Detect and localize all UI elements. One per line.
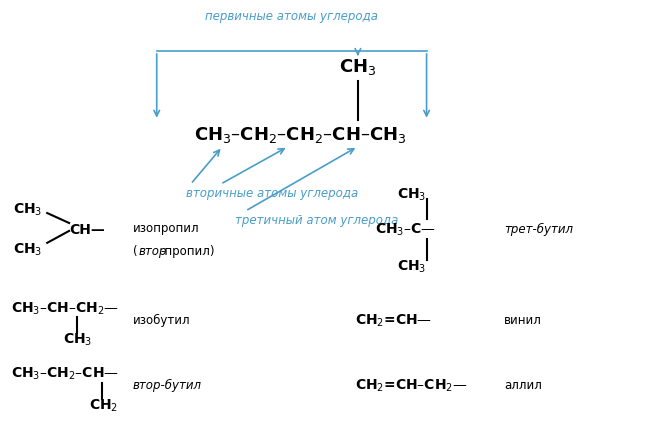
Text: втор: втор (139, 245, 167, 258)
Text: CH$_2$=CH—: CH$_2$=CH— (355, 311, 432, 328)
Text: CH$_3$–CH–CH$_2$—: CH$_3$–CH–CH$_2$— (11, 300, 119, 316)
Text: аллил: аллил (504, 378, 542, 392)
Text: CH—: CH— (69, 223, 105, 237)
Text: (: ( (133, 245, 138, 258)
Text: CH$_2$: CH$_2$ (89, 397, 118, 413)
Text: CH$_3$: CH$_3$ (397, 187, 426, 203)
Text: вторичные атомы углерода: вторичные атомы углерода (186, 187, 358, 200)
Text: винил: винил (504, 313, 542, 326)
Text: -пропил): -пропил) (161, 245, 215, 258)
Text: CH$_2$=CH–CH$_2$—: CH$_2$=CH–CH$_2$— (355, 377, 468, 393)
Text: CH$_3$–CH$_2$–CH$_2$–CH–CH$_3$: CH$_3$–CH$_2$–CH$_2$–CH–CH$_3$ (194, 124, 407, 144)
Text: первичные атомы углерода: первичные атомы углерода (205, 11, 378, 23)
Text: третичный атом углерода: третичный атом углерода (236, 214, 399, 226)
Text: втор-бутил: втор-бутил (133, 378, 202, 392)
Text: CH$_3$–CH$_2$–CH—: CH$_3$–CH$_2$–CH— (11, 365, 119, 381)
Text: CH$_3$: CH$_3$ (13, 241, 43, 258)
Text: CH$_3$: CH$_3$ (397, 258, 426, 274)
Text: трет-бутил: трет-бутил (504, 223, 573, 236)
Text: CH$_3$: CH$_3$ (339, 57, 377, 77)
Text: CH$_3$–C—: CH$_3$–C— (375, 221, 436, 237)
Text: изопропил: изопропил (133, 222, 199, 235)
Text: CH$_3$: CH$_3$ (13, 201, 43, 218)
Text: CH$_3$: CH$_3$ (63, 331, 92, 348)
Text: изобутил: изобутил (133, 313, 190, 326)
